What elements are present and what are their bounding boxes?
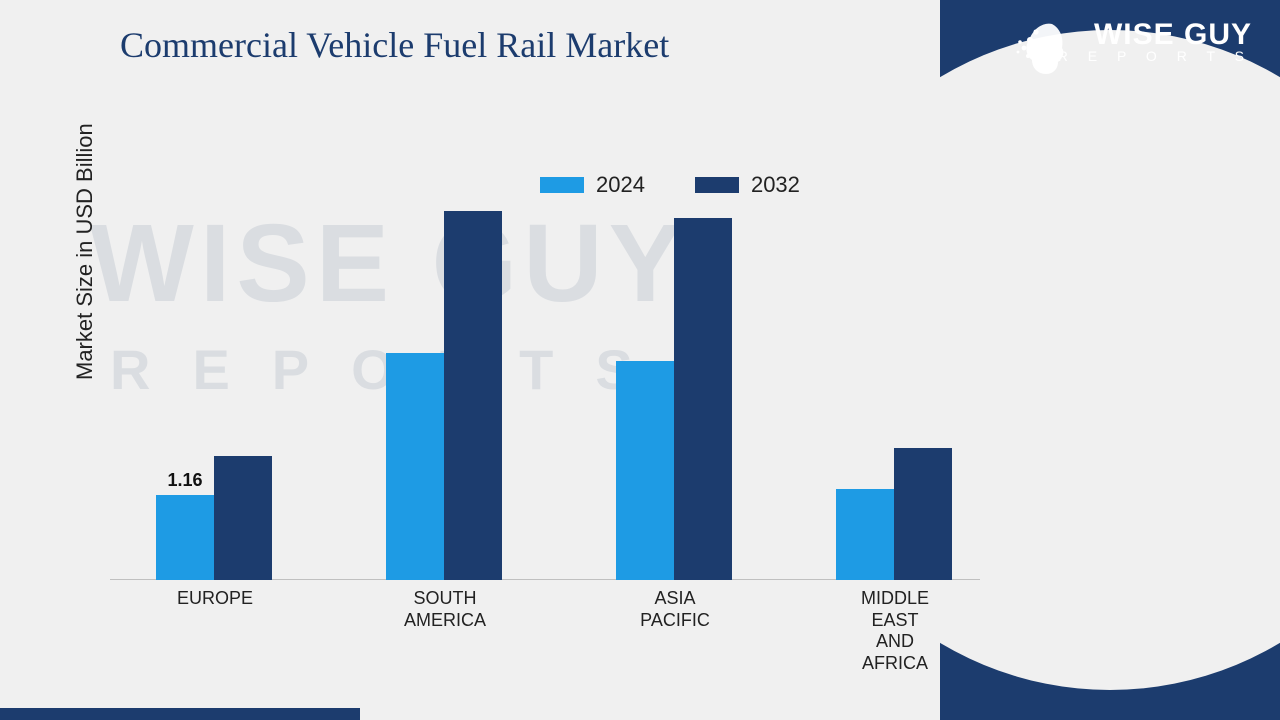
x-tick-label: MIDDLEEASTANDAFRICA bbox=[830, 588, 960, 674]
x-tick-label: ASIAPACIFIC bbox=[610, 588, 740, 631]
legend-item-2032: 2032 bbox=[695, 172, 800, 198]
x-tick-label: EUROPE bbox=[150, 588, 280, 610]
bar bbox=[836, 489, 894, 580]
y-axis-label: Market Size in USD Billion bbox=[72, 123, 98, 380]
bar bbox=[894, 448, 952, 580]
bar bbox=[674, 218, 732, 580]
plot-area: 1.16 bbox=[110, 200, 980, 580]
bar-value-label: 1.16 bbox=[167, 470, 202, 491]
bar bbox=[444, 211, 502, 580]
bar bbox=[156, 495, 214, 580]
legend-swatch bbox=[695, 177, 739, 193]
brand-line2: R E P O R T S bbox=[1058, 48, 1252, 64]
chart-title: Commercial Vehicle Fuel Rail Market bbox=[120, 24, 669, 66]
x-axis-labels: EUROPE SOUTHAMERICA ASIAPACIFIC MIDDLEEASTA… bbox=[110, 582, 980, 702]
bar bbox=[616, 361, 674, 580]
legend-swatch bbox=[540, 177, 584, 193]
chart-canvas: Commercial Vehicle Fuel Rail Market WISE… bbox=[0, 0, 1280, 720]
footer-accent-bar bbox=[0, 708, 360, 720]
x-tick-label: SOUTHAMERICA bbox=[380, 588, 510, 631]
brand-line1: WISE GUY bbox=[1058, 18, 1252, 52]
bar bbox=[214, 456, 272, 580]
brand-logo: WISE GUY R E P O R T S bbox=[1058, 18, 1252, 64]
legend-item-2024: 2024 bbox=[540, 172, 645, 198]
legend-label: 2024 bbox=[596, 172, 645, 198]
legend-label: 2032 bbox=[751, 172, 800, 198]
bar bbox=[386, 353, 444, 580]
legend: 2024 2032 bbox=[540, 172, 800, 198]
